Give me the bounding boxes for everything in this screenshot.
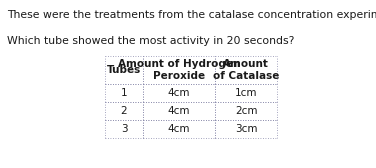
Text: 4cm: 4cm [168, 106, 190, 116]
Text: Tubes: Tubes [107, 65, 141, 75]
Text: Which tube showed the most activity in 20 seconds?: Which tube showed the most activity in 2… [7, 36, 294, 46]
Text: 1cm: 1cm [235, 88, 257, 98]
Text: These were the treatments from the catalase concentration experiment.: These were the treatments from the catal… [7, 10, 376, 20]
Text: Amount of Hydrogen
Peroxide: Amount of Hydrogen Peroxide [118, 59, 240, 81]
Text: 4cm: 4cm [168, 88, 190, 98]
Text: 3: 3 [121, 124, 127, 134]
Text: 2cm: 2cm [235, 106, 257, 116]
Text: 4cm: 4cm [168, 124, 190, 134]
Text: 2: 2 [121, 106, 127, 116]
Text: 3cm: 3cm [235, 124, 257, 134]
Text: 1: 1 [121, 88, 127, 98]
Text: Amount
of Catalase: Amount of Catalase [213, 59, 279, 81]
